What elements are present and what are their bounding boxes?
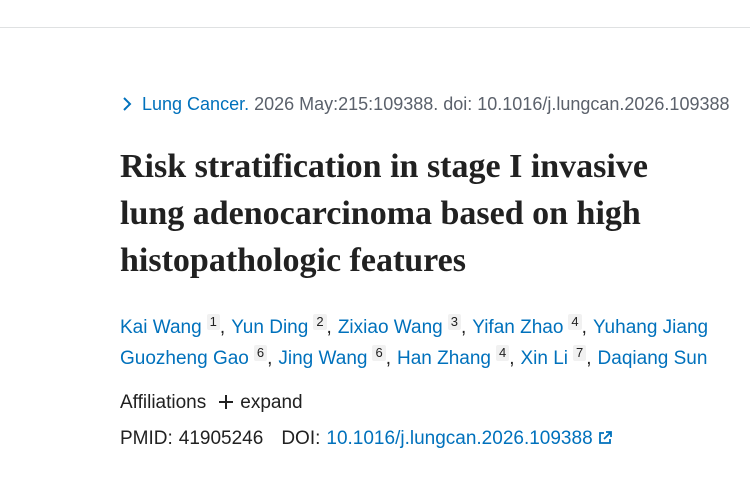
author: Guozheng Gao 6 — [120, 345, 278, 369]
author-name[interactable]: Yuhang Jiang — [592, 317, 709, 338]
affiliation-number[interactable]: 4 — [495, 345, 510, 361]
author-name[interactable]: Jing Wang — [278, 348, 368, 369]
affiliation-number[interactable]: 4 — [568, 314, 582, 330]
affiliations-label: Affiliations — [120, 392, 207, 413]
article-title: Risk stratification in stage I invasive … — [120, 143, 648, 284]
author-name[interactable]: Yun Ding — [231, 317, 309, 338]
affiliations: Affiliations expand — [120, 392, 303, 414]
doi-label: DOI: — [281, 428, 321, 449]
title-line: lung adenocarcinoma based on high — [120, 195, 641, 232]
author-name[interactable]: Zixiao Wang — [337, 317, 443, 338]
author: Han Zhang 4 — [396, 345, 521, 369]
author: Yuhang Jiang — [593, 317, 708, 338]
affiliation-number[interactable]: 6 — [253, 345, 268, 361]
affiliation-number[interactable]: 6 — [372, 345, 386, 361]
author: Zixiao Wang 3 — [337, 314, 472, 338]
author: Jing Wang 6 — [278, 345, 397, 369]
affiliation-number[interactable]: 7 — [573, 345, 587, 361]
author: Daqiang Sun — [598, 348, 708, 369]
citation-details: 2026 May:215:109388. doi: 10.1016/j.lung… — [254, 94, 730, 114]
doi-value: 10.1016/j.lungcan.2026.109388 — [326, 428, 593, 449]
author-line: Guozheng Gao6Jing Wang6Han Zhang4Xin Li7… — [120, 343, 708, 374]
header-bar — [0, 0, 750, 28]
chevron-icon[interactable] — [120, 97, 134, 111]
title-line: Risk stratification in stage I invasive — [120, 148, 648, 185]
title-line: histopathologic features — [120, 242, 466, 279]
pmid-label: PMID: — [120, 428, 173, 449]
author-name[interactable]: Han Zhang — [396, 348, 491, 369]
expand-button[interactable]: expand — [218, 392, 303, 413]
author-name[interactable]: Guozheng Gao — [120, 348, 249, 369]
affiliation-number[interactable]: 3 — [447, 314, 461, 330]
pmid-value: 41905246 — [178, 428, 264, 449]
journal-link[interactable]: Lung Cancer. — [142, 94, 250, 114]
author: Xin Li 7 — [520, 345, 598, 369]
identifiers: PMID: 41905246 DOI: 10.1016/j.lungcan.2026.… — [120, 428, 613, 450]
author-name[interactable]: Xin Li — [520, 348, 569, 369]
plus-icon — [219, 395, 234, 409]
author: Yun Ding 2 — [231, 314, 338, 338]
citation: Lung Cancer. 2026 May:215:109388. doi: 1… — [120, 94, 730, 115]
author-name[interactable]: Kai Wang — [120, 317, 202, 338]
affiliation-number[interactable]: 2 — [313, 314, 327, 330]
author: Kai Wang 1 — [120, 314, 231, 338]
affiliation-number[interactable]: 1 — [206, 314, 220, 330]
author: Yifan Zhao 4 — [472, 314, 593, 338]
external-link-icon — [598, 431, 612, 444]
author-name[interactable]: Daqiang Sun — [597, 348, 708, 369]
authors: Kai Wang1Yun Ding2Zixiao Wang3Yifan Zhao… — [120, 312, 708, 374]
doi-link[interactable]: 10.1016/j.lungcan.2026.109388 — [326, 428, 612, 449]
author-name[interactable]: Yifan Zhao — [472, 317, 564, 338]
expand-label: expand — [240, 392, 303, 413]
author-line: Kai Wang1Yun Ding2Zixiao Wang3Yifan Zhao… — [120, 312, 708, 343]
